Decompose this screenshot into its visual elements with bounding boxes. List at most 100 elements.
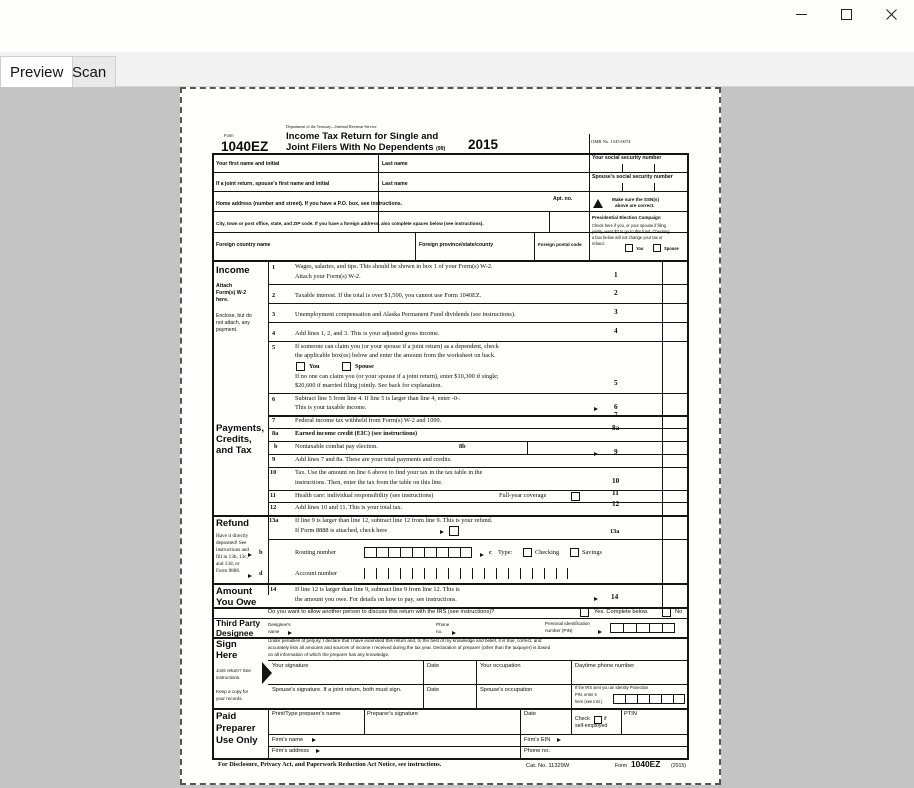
pec-you-checkbox[interactable]	[625, 244, 633, 252]
sign-note-2: instructions.	[216, 675, 241, 680]
payments-line-11-text1: Health care: individual responsibility (…	[295, 492, 434, 499]
income-line-1-text1: Wages, salaries, and tips. This should b…	[295, 263, 493, 270]
preparer-check-label-3: self-employed	[575, 723, 608, 729]
form-title-suffix: (99)	[436, 146, 446, 152]
income-line-4-amount-no: 4	[614, 327, 618, 335]
payments-line-11-no: 11	[270, 492, 276, 499]
type-checking-label: Checking	[535, 549, 560, 556]
payments-line-9-no: 9	[272, 456, 276, 463]
routing-number-input[interactable]	[364, 547, 472, 558]
apt-no-label: Apt. no.	[553, 196, 573, 202]
minimize-icon[interactable]	[779, 0, 824, 28]
form-8888-checkbox[interactable]	[449, 526, 459, 536]
dependent-you-checkbox[interactable]	[296, 362, 305, 371]
income-line-4-text1: Add lines 1, 2, and 3. This is your adju…	[295, 330, 440, 337]
tab-preview[interactable]: Preview	[0, 56, 74, 87]
income-line-5-amount-no: 5	[614, 379, 618, 387]
sign-note-4: your records.	[216, 696, 243, 701]
third-party-no-checkbox[interactable]	[662, 608, 671, 617]
ip-pin-input[interactable]	[613, 694, 685, 704]
tab-scan-label: Scan	[72, 63, 107, 81]
preview-canvas[interactable]: Form 1040EZ Department of the Treasury—I…	[0, 87, 914, 788]
pec-title: Presidential Election Campaign	[592, 215, 661, 220]
income-line-6-text2: This is your taxable income.	[295, 404, 367, 411]
payments-section-title-2: Credits,	[216, 434, 252, 445]
income-line-1-no: 1	[272, 264, 276, 271]
third-party-yes-checkbox[interactable]	[580, 608, 589, 617]
sign-title-1: Sign	[216, 639, 237, 650]
form-word-label: Form	[224, 133, 234, 138]
tax-year-heading: 2015	[468, 137, 499, 152]
payments-line-12-no: 12	[270, 504, 277, 511]
designee-pin-input[interactable]	[610, 623, 675, 633]
amount-owe-text2: the amount you owe. For details on how t…	[295, 596, 457, 603]
refund-routing-label: Routing number	[295, 549, 337, 556]
sign-title-2: Here	[216, 650, 238, 661]
scan-selection-area[interactable]: Form 1040EZ Department of the Treasury—I…	[180, 87, 721, 785]
arrow-right-icon-line14	[594, 597, 598, 601]
payments-line-7-no: 7	[272, 417, 276, 424]
third-party-yes-label: Yes. Complete below.	[594, 609, 649, 615]
maximize-icon[interactable]	[824, 0, 869, 28]
account-number-input[interactable]	[364, 568, 568, 579]
type-checking-checkbox[interactable]	[523, 548, 532, 557]
agency-label: Department of the Treasury—Internal Reve…	[286, 124, 377, 129]
preparer-check-label-1: Check	[575, 716, 590, 722]
spouse-first-name-label: If a joint return, spouse's first name a…	[216, 181, 330, 187]
close-icon[interactable]	[869, 0, 914, 28]
payments-line-8a-text1: Earned income credit (EIC) (see instruct…	[295, 430, 418, 437]
income-line-2-text1: Taxable interest. If the total is over $…	[295, 292, 482, 299]
refund-line-13a-no: 13a	[269, 517, 279, 524]
income-line-6-amount-no: 6	[614, 403, 618, 411]
self-employed-checkbox[interactable]	[594, 716, 602, 724]
full-year-coverage-checkbox[interactable]	[571, 492, 580, 501]
payments-line-12-amount-no: 12	[612, 500, 620, 508]
spouse-signature-label: Spouse's signature. If a joint return, b…	[272, 687, 402, 693]
arrow-right-icon-firm-address	[316, 749, 320, 753]
payments-line-10-text1: Tax. Use the amount on line 6 above to f…	[295, 469, 483, 476]
refund-line-13d-no: d	[259, 570, 263, 577]
ip-pin-label-1: If the IRS sent you an Identity Protecti…	[575, 685, 649, 690]
ssn-warning-line2: above are correct.	[615, 203, 655, 208]
form-1040ez-document: Form 1040EZ Department of the Treasury—I…	[212, 112, 689, 769]
payments-section-title-3: and Tax	[216, 445, 252, 456]
payments-line-8a-amount-no: 8a	[612, 424, 620, 432]
ip-pin-label-3: here (see inst.)	[575, 699, 603, 704]
arrow-right-icon-13c	[480, 553, 484, 557]
preparer-phone-label: Phone no.	[524, 748, 550, 754]
pec-spouse-label: Spouse	[664, 246, 679, 251]
payments-line-10-text2: instructions. Then, enter the tax from t…	[295, 479, 443, 486]
sign-date-label-2: Date	[427, 687, 440, 693]
refund-note-1: deposited! See	[216, 540, 247, 546]
preparer-ptin-label: PTIN	[624, 711, 637, 717]
income-line-5-text3: If no one can claim you (or your spouse …	[295, 373, 499, 380]
dependent-spouse-checkbox[interactable]	[342, 362, 351, 371]
jurat-line-1: Under penalties of perjury, I declare th…	[268, 638, 542, 643]
jurat-line-3: on all information of which the preparer…	[268, 652, 390, 657]
preparer-title-3: Use Only	[216, 735, 258, 746]
income-line-3-no: 3	[272, 311, 276, 318]
pec-spouse-checkbox[interactable]	[653, 244, 661, 252]
spouse-ssn-label: Spouse's social security number	[592, 174, 673, 180]
refund-note-4: and 13d, or	[216, 561, 240, 567]
income-line-3-amount-no: 3	[614, 308, 618, 316]
type-savings-checkbox[interactable]	[570, 548, 579, 557]
amount-owe-amount-no: 14	[611, 593, 619, 601]
firm-name-label: Firm's name	[272, 737, 304, 743]
last-name-label-1: Last name	[382, 161, 408, 167]
income-line-2-no: 2	[272, 292, 276, 299]
payments-line-8b-text1: Nontaxable combat pay election.	[295, 443, 378, 450]
income-line-1-text2: Attach your Form(s) W-2.	[295, 273, 361, 280]
tab-preview-label: Preview	[10, 63, 64, 81]
city-state-zip-label: City, town or post office, state, and ZI…	[216, 221, 484, 226]
income-line-5-no: 5	[272, 344, 276, 351]
third-party-question: Do you want to allow another person to d…	[268, 609, 495, 615]
designee-phone-label-1: Phone	[436, 622, 450, 627]
preparer-date-label: Date	[524, 711, 537, 717]
payments-line-10-amount-no: 10	[612, 477, 620, 485]
income-note-2a: Enclose, but do	[216, 313, 252, 319]
footer-cat-no: Cat. No. 11329W	[526, 763, 570, 769]
income-line-6-text1: Subtract line 5 from line 4. If line 5 i…	[295, 395, 461, 402]
designee-phone-label-2: no.	[436, 629, 443, 634]
footer-disclosure: For Disclosure, Privacy Act, and Paperwo…	[218, 761, 442, 768]
